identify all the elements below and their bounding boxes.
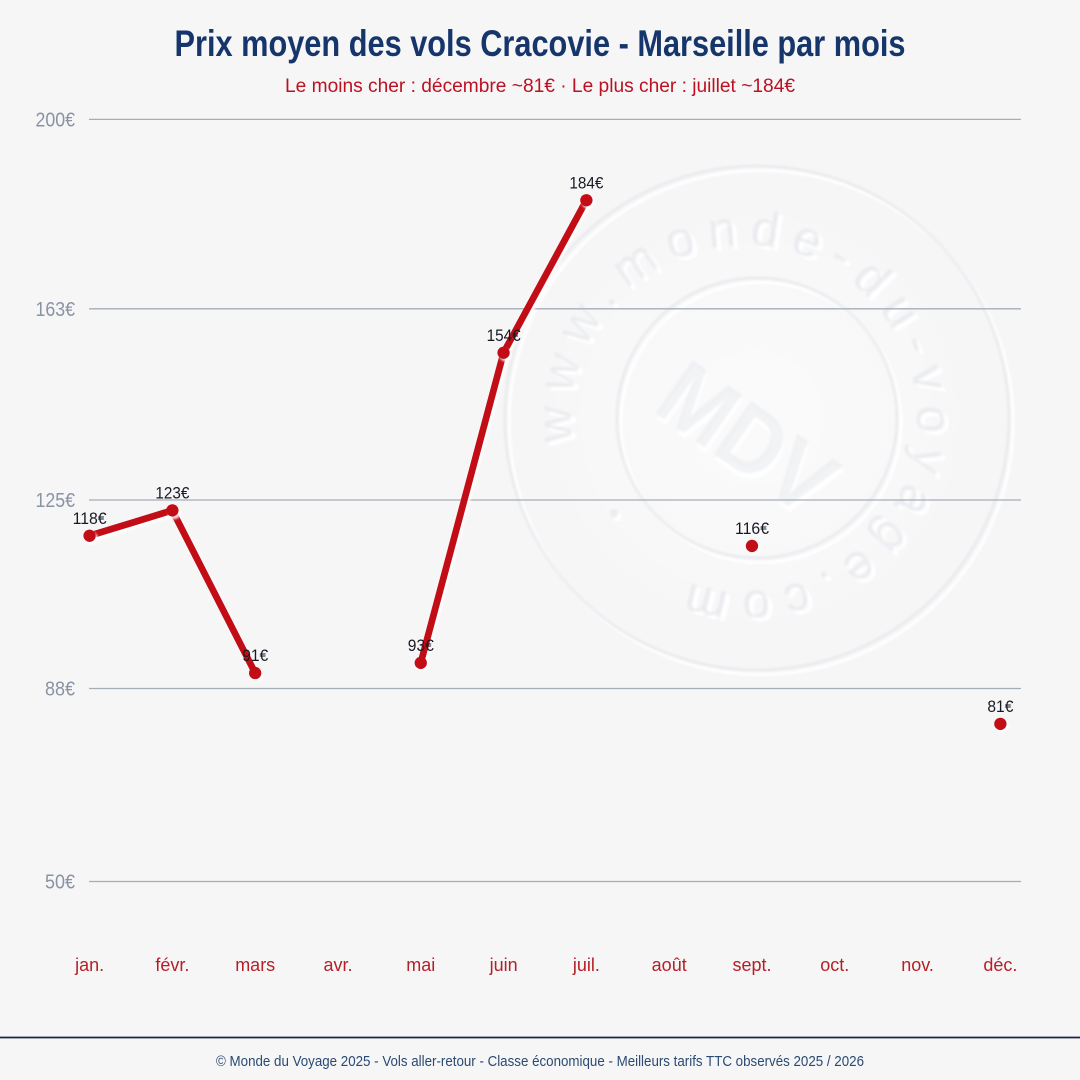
svg-text:123€: 123€ <box>155 484 189 502</box>
svg-text:nov.: nov. <box>901 955 934 975</box>
svg-text:oct.: oct. <box>820 955 849 975</box>
svg-text:116€: 116€ <box>735 520 769 538</box>
svg-text:·: · <box>611 489 628 545</box>
svg-text:91€: 91€ <box>242 647 268 665</box>
svg-text:juil.: juil. <box>572 955 600 975</box>
svg-text:Le moins cher : décembre ~81€: Le moins cher : décembre ~81€ · Le plus … <box>285 76 795 97</box>
svg-text:juin: juin <box>489 955 518 975</box>
svg-text:mars: mars <box>235 955 275 975</box>
svg-text:93€: 93€ <box>408 637 434 655</box>
svg-text:août: août <box>652 955 687 975</box>
svg-text:Prix moyen des vols Cracovie -: Prix moyen des vols Cracovie - Marseille… <box>175 23 906 64</box>
svg-text:50€: 50€ <box>45 872 75 894</box>
svg-text:·: · <box>607 485 624 541</box>
svg-text:déc.: déc. <box>983 955 1017 975</box>
svg-text:118€: 118€ <box>73 510 107 528</box>
svg-text:154€: 154€ <box>487 327 521 345</box>
svg-text:jan.: jan. <box>74 955 104 975</box>
svg-text:févr.: févr. <box>155 955 189 975</box>
svg-text:200€: 200€ <box>36 109 76 131</box>
svg-text:© Monde du Voyage 2025 - Vols: © Monde du Voyage 2025 - Vols aller-reto… <box>216 1053 864 1070</box>
svg-text:88€: 88€ <box>45 679 75 701</box>
svg-text:mai: mai <box>406 955 435 975</box>
svg-text:81€: 81€ <box>987 698 1013 716</box>
svg-text:125€: 125€ <box>36 490 76 512</box>
svg-text:sept.: sept. <box>732 955 771 975</box>
svg-text:184€: 184€ <box>569 174 603 192</box>
svg-text:avr.: avr. <box>323 955 352 975</box>
svg-text:163€: 163€ <box>36 299 76 321</box>
